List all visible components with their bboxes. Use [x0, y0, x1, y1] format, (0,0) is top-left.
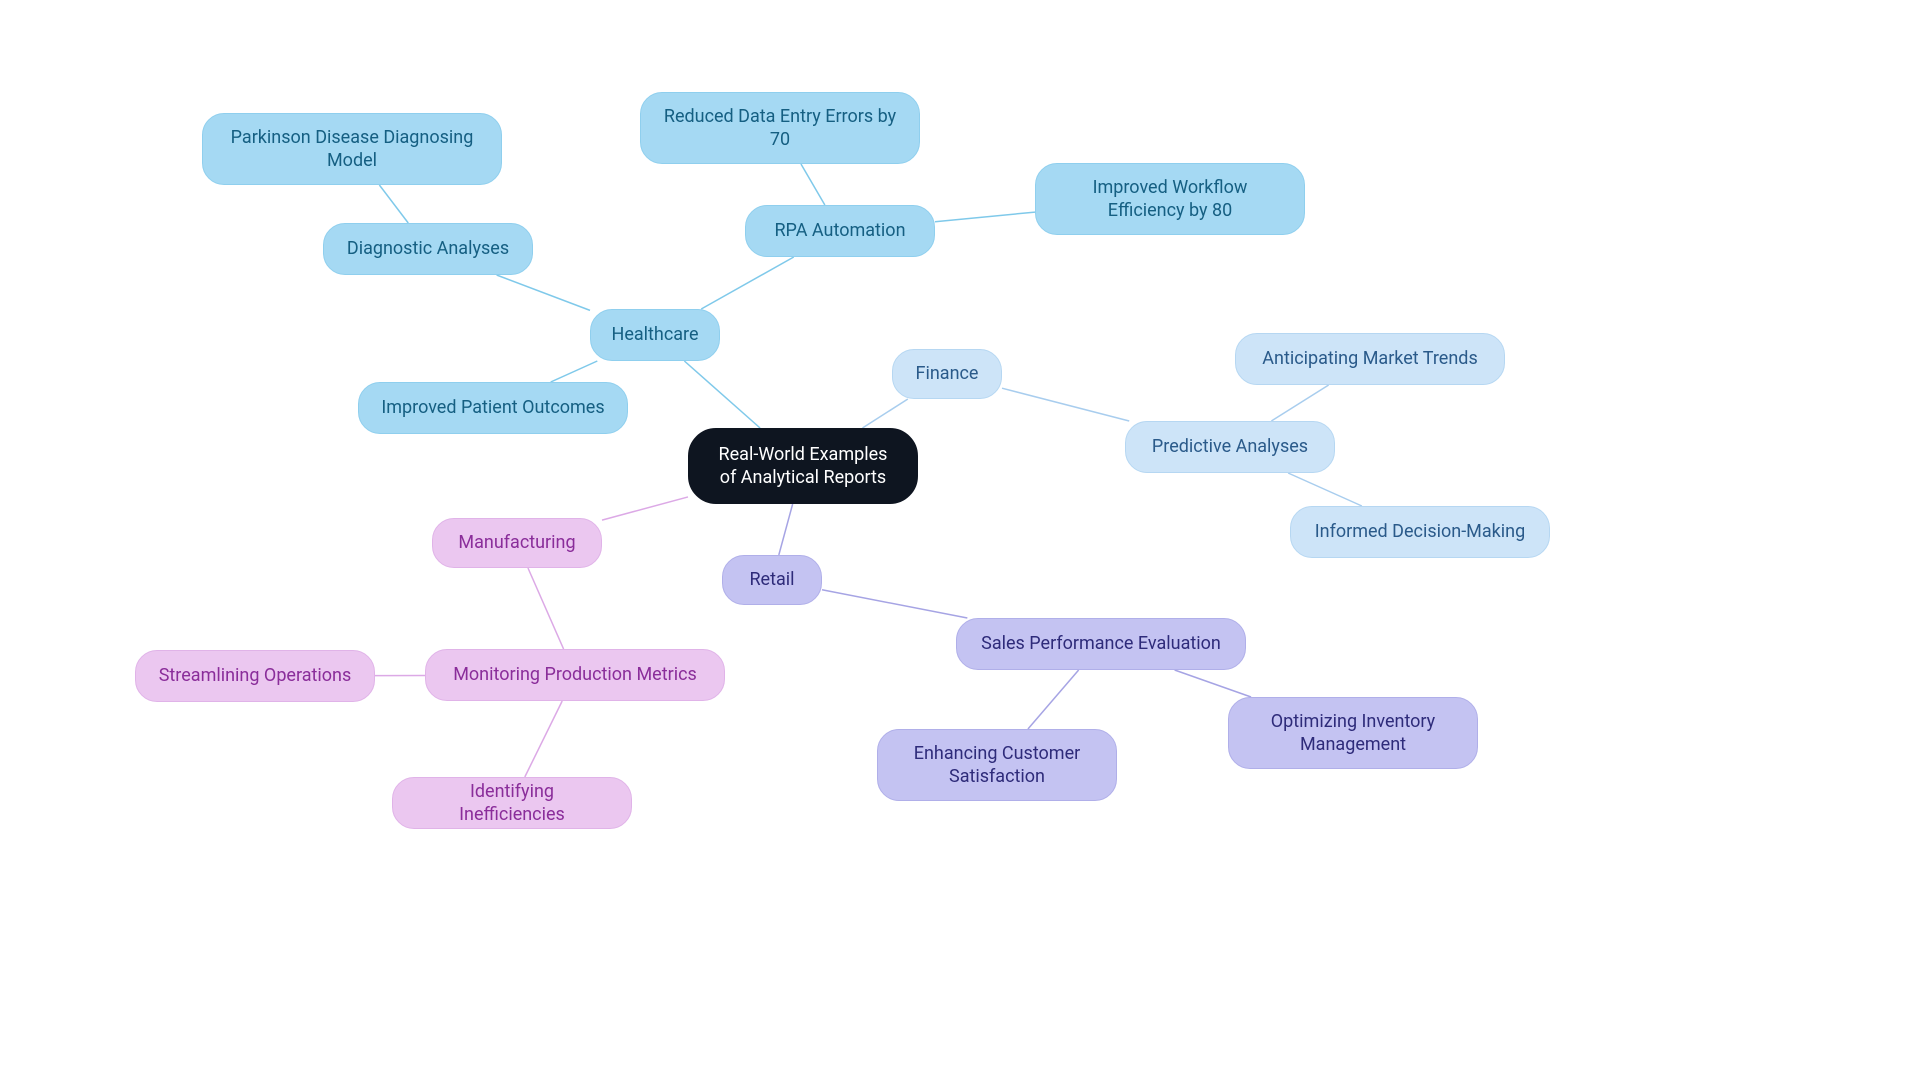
diagram-node-custsat: Enhancing Customer Satisfaction	[877, 729, 1117, 801]
diagram-node-label: Anticipating Market Trends	[1262, 347, 1477, 370]
diagram-edge	[497, 275, 590, 310]
diagram-edge	[602, 497, 688, 520]
diagram-node-root: Real-World Examples of Analytical Report…	[688, 428, 918, 504]
diagram-edge	[935, 212, 1035, 222]
diagram-node-salesperf: Sales Performance Evaluation	[956, 618, 1246, 670]
diagram-node-label: Manufacturing	[458, 531, 575, 554]
diagram-edge	[862, 399, 907, 428]
diagram-node-label: Optimizing Inventory Management	[1251, 710, 1455, 757]
diagram-node-inventory: Optimizing Inventory Management	[1228, 697, 1478, 769]
diagram-node-finance: Finance	[892, 349, 1002, 399]
diagram-edge	[1271, 385, 1328, 421]
diagram-node-label: Finance	[916, 362, 979, 385]
diagram-edge	[525, 701, 562, 777]
diagram-node-label: Streamlining Operations	[159, 664, 352, 687]
diagram-node-label: Predictive Analyses	[1152, 435, 1308, 458]
diagram-node-predictive: Predictive Analyses	[1125, 421, 1335, 473]
diagram-node-label: Enhancing Customer Satisfaction	[900, 742, 1094, 789]
diagram-node-decisions: Informed Decision-Making	[1290, 506, 1550, 558]
diagram-edge	[551, 361, 598, 382]
diagram-node-label: Healthcare	[611, 323, 698, 346]
diagram-node-label: Identifying Inefficiencies	[415, 780, 609, 827]
diagram-edge	[822, 590, 967, 618]
diagram-node-label: Informed Decision-Making	[1315, 520, 1525, 543]
diagram-node-healthcare: Healthcare	[590, 309, 720, 361]
diagram-edge	[684, 361, 760, 428]
diagram-edge	[528, 568, 564, 649]
diagram-node-label: Diagnostic Analyses	[347, 237, 509, 260]
diagram-edge	[701, 257, 794, 309]
diagram-node-label: Improved Workflow Efficiency by 80	[1058, 176, 1282, 223]
diagram-node-label: RPA Automation	[774, 219, 905, 242]
diagram-edge	[1002, 388, 1129, 421]
diagram-node-label: Real-World Examples of Analytical Report…	[711, 443, 895, 490]
diagram-node-ineff: Identifying Inefficiencies	[392, 777, 632, 829]
diagram-node-metrics: Monitoring Production Metrics	[425, 649, 725, 701]
diagram-node-outcomes: Improved Patient Outcomes	[358, 382, 628, 434]
diagram-node-workflow80: Improved Workflow Efficiency by 80	[1035, 163, 1305, 235]
diagram-edge	[379, 185, 408, 223]
diagram-node-rpa: RPA Automation	[745, 205, 935, 257]
diagram-edge	[801, 164, 825, 205]
diagram-node-label: Reduced Data Entry Errors by 70	[663, 105, 897, 152]
diagram-node-label: Sales Performance Evaluation	[981, 632, 1221, 655]
diagram-edge	[1028, 670, 1079, 729]
diagram-node-trends: Anticipating Market Trends	[1235, 333, 1505, 385]
diagram-node-diag: Diagnostic Analyses	[323, 223, 533, 275]
diagram-node-errors70: Reduced Data Entry Errors by 70	[640, 92, 920, 164]
diagram-node-label: Parkinson Disease Diagnosing Model	[225, 126, 479, 173]
diagram-node-streamline: Streamlining Operations	[135, 650, 375, 702]
diagram-node-label: Improved Patient Outcomes	[381, 396, 604, 419]
diagram-node-retail: Retail	[722, 555, 822, 605]
diagram-edge	[1175, 670, 1251, 697]
diagram-node-label: Retail	[749, 568, 794, 591]
diagram-node-manufacturing: Manufacturing	[432, 518, 602, 568]
diagram-node-parkinson: Parkinson Disease Diagnosing Model	[202, 113, 502, 185]
diagram-edge	[779, 504, 793, 555]
diagram-edge	[1288, 473, 1362, 506]
diagram-node-label: Monitoring Production Metrics	[453, 663, 697, 686]
